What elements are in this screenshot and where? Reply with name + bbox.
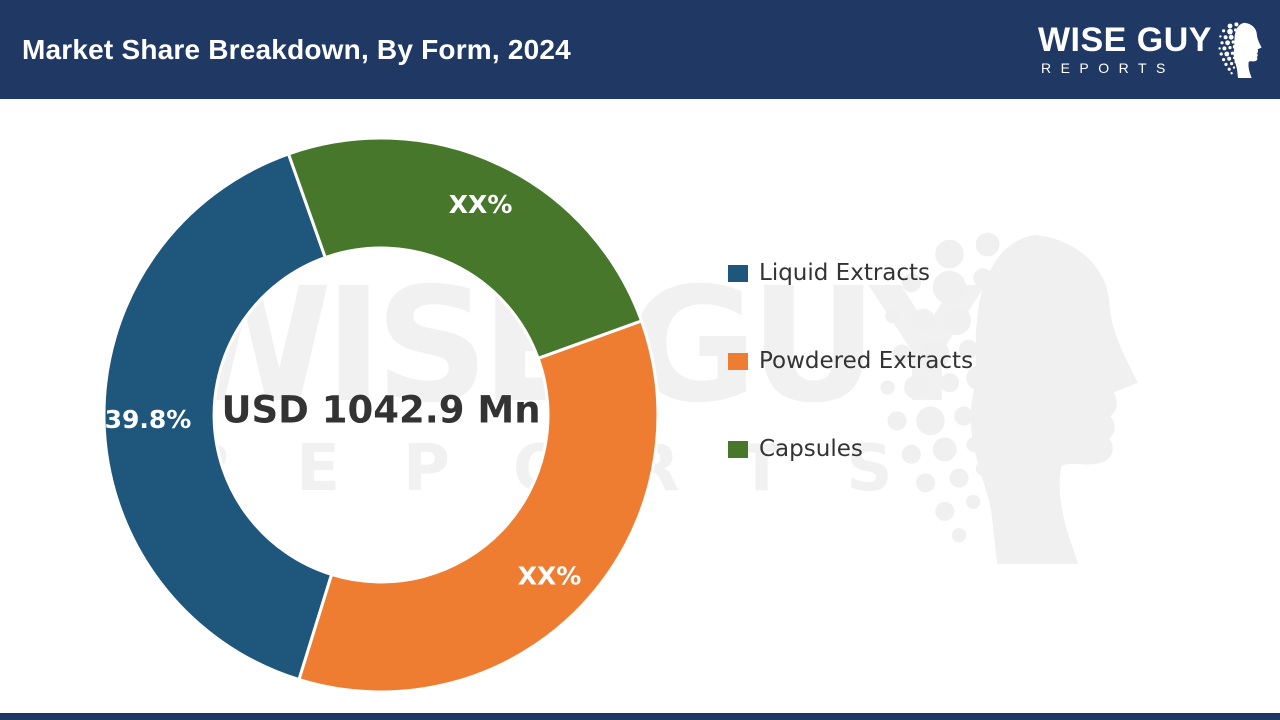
chart-area: WISE GUY REPORTS 39.8%XX%XX% USD 1042.9 … [0, 99, 1280, 714]
legend-item-liquid-extracts: Liquid Extracts [728, 259, 973, 287]
logo-wordmark-line2: REPORTS [1040, 60, 1175, 76]
donut-chart: 39.8% XX% XX% USD 1042.9 Mn [102, 136, 660, 694]
page-title: Market Share Breakdown, By Form, 2024 [22, 33, 571, 65]
logo-wordmark: WISE GUY REPORTS [1038, 23, 1212, 76]
donut-slice-capsules [287, 136, 643, 360]
donut-slice-labels: 39.8% XX% XX% [105, 190, 582, 591]
slice-label-liquid-extracts: 39.8% [105, 405, 192, 434]
header: Market Share Breakdown, By Form, 2024 WI… [0, 0, 1280, 99]
slice-label-powdered-extracts: XX% [518, 561, 582, 590]
legend-label-capsules: Capsules [759, 436, 863, 462]
legend-label-powdered-extracts: Powdered Extracts [759, 348, 974, 374]
legend-swatch-capsules [728, 440, 748, 458]
slice-label-capsules: XX% [449, 190, 513, 219]
donut-slice-powdered-extracts [297, 319, 660, 694]
legend-swatch-powdered-extracts [728, 352, 748, 370]
logo-face-icon [1218, 21, 1262, 78]
logo-wordmark-line1: WISE GUY [1037, 21, 1212, 59]
brand-logo: WISE GUY REPORTS [1038, 11, 1266, 89]
donut-slices [102, 136, 660, 694]
footer-bar [0, 713, 1280, 720]
chart-center-value: USD 1042.9 Mn [221, 389, 540, 432]
legend-swatch-liquid-extracts [728, 264, 748, 282]
legend-label-liquid-extracts: Liquid Extracts [759, 260, 931, 286]
legend-item-powdered-extracts: Powdered Extracts [728, 347, 973, 375]
chart-legend: Liquid Extracts Powdered Extracts Capsul… [728, 259, 973, 523]
legend-item-capsules: Capsules [728, 435, 973, 463]
donut-slice-liquid-extracts [102, 152, 334, 682]
